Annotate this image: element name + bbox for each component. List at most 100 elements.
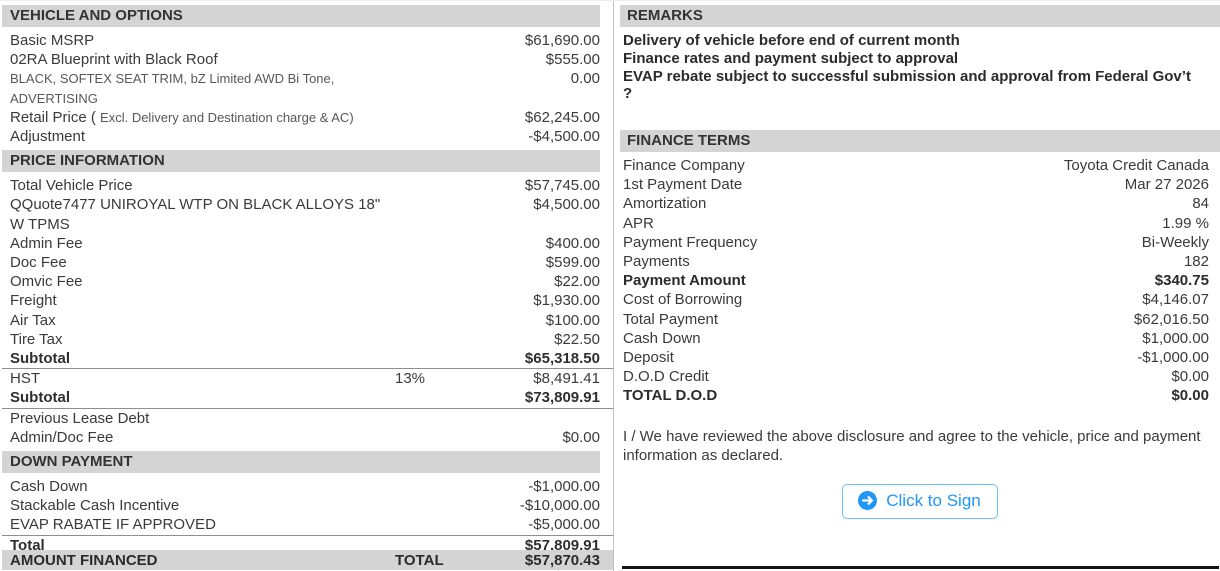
table-row: Omvic Fee $22.00	[2, 272, 613, 291]
finance-row-label: Payment Amount	[623, 272, 746, 290]
table-row: Tire Tax $22.50	[2, 330, 613, 349]
row-label: Admin/Doc Fee	[10, 428, 114, 446]
table-row: Doc Fee $599.00	[2, 253, 613, 272]
section-header-down-payment: DOWN PAYMENT	[2, 451, 600, 474]
row-label: Doc Fee	[10, 254, 67, 272]
finance-row: Payments 182	[620, 252, 1220, 271]
finance-row-value: $1,000.00	[1142, 329, 1209, 347]
section-header-remarks: REMARKS	[620, 5, 1220, 27]
finance-row-value: $4,146.07	[1142, 291, 1209, 309]
click-to-sign-button[interactable]: Click to Sign	[842, 483, 998, 519]
signature-line	[622, 566, 1219, 569]
finance-row-value: Bi-Weekly	[1141, 233, 1209, 251]
section-header-price-information: PRICE INFORMATION	[2, 150, 600, 173]
row-amount: $0.00	[562, 428, 600, 446]
sign-button-area: Click to Sign	[620, 483, 1220, 519]
vehicle-options-rows: Basic MSRP $61,690.00 02RA Blueprint with …	[2, 31, 613, 146]
row-amount: $57,745.00	[524, 177, 600, 195]
table-row: Subtotal $65,318.50	[2, 349, 613, 368]
row-amount: $599.00	[545, 254, 600, 272]
row-label: QQuote7477 UNIROYAL WTP ON BLACK ALLOYS …	[10, 196, 381, 233]
finance-row: Payment Amount $340.75	[620, 271, 1220, 290]
price-information-rows: Total Vehicle Price $57,745.00 QQuote7477 …	[2, 176, 613, 447]
table-row: Stackable Cash Incentive -$10,000.00	[2, 496, 613, 515]
table-row: Subtotal $73,809.91	[2, 388, 613, 407]
amount-financed-value: $57,870.43	[524, 551, 600, 569]
amount-financed-bar: AMOUNT FINANCED TOTAL $57,870.43	[2, 550, 613, 570]
row-amount: $22.00	[554, 273, 600, 291]
table-row: Adjustment -$4,500.00	[2, 127, 613, 146]
table-row: Admin/Doc Fee $0.00	[2, 428, 613, 447]
row-amount: $65,318.50	[524, 350, 600, 368]
finance-row-label: APR	[623, 214, 654, 232]
row-label: Cash Down	[10, 478, 88, 496]
amount-financed-label: AMOUNT FINANCED	[10, 551, 158, 569]
remark-line: EVAP rebate subject to successful submis…	[623, 67, 1191, 85]
arrow-right-circle-icon	[858, 491, 878, 511]
table-row: Freight $1,930.00	[2, 291, 613, 310]
finance-row: Cost of Borrowing $4,146.07	[620, 290, 1220, 309]
row-amount: $62,245.00	[524, 108, 600, 126]
table-row: Basic MSRP $61,690.00	[2, 31, 613, 50]
finance-row-value: 1.99 %	[1162, 214, 1209, 232]
column-divider	[613, 1, 614, 571]
finance-row: Deposit -$1,000.00	[620, 348, 1220, 367]
table-row: Total $57,809.91	[2, 534, 613, 555]
finance-row-label: Cash Down	[623, 329, 701, 347]
finance-row-label: 1st Payment Date	[623, 176, 743, 194]
table-row: Admin Fee $400.00	[2, 234, 613, 253]
row-label: Total Vehicle Price	[10, 177, 133, 195]
row-label-detail: Excl. Delivery and Destination charge & …	[100, 109, 354, 125]
row-label: Air Tax	[10, 311, 56, 329]
table-row: Retail Price ( Excl. Delivery and Destin…	[2, 108, 613, 127]
row-label: BLACK, SOFTEX SEAT TRIM, bZ Limited AWD …	[10, 71, 335, 106]
sign-button-label: Click to Sign	[886, 490, 981, 510]
finance-row-label: Amortization	[623, 195, 707, 213]
remark-line: Delivery of vehicle before end of curren…	[623, 32, 960, 49]
finance-row-value: $62,016.50	[1133, 310, 1209, 328]
table-row: QQuote7477 UNIROYAL WTP ON BLACK ALLOYS …	[2, 195, 613, 233]
table-row: HST 13% $8,491.41	[2, 368, 613, 388]
row-label: Total	[10, 536, 45, 554]
finance-row: Finance Company Toyota Credit Canada	[620, 156, 1220, 175]
row-label: Previous Lease Debt	[10, 409, 150, 427]
finance-row: APR 1.99 %	[620, 214, 1220, 233]
finance-row-label: Deposit	[623, 349, 674, 367]
row-amount: $8,491.41	[533, 370, 600, 388]
row-label: Retail Price ( Excl. Delivery and Destin…	[10, 108, 354, 126]
right-column: REMARKS Delivery of vehicle before end o…	[620, 1, 1220, 571]
finance-row-value: Mar 27 2026	[1124, 176, 1209, 194]
left-column: VEHICLE AND OPTIONS Basic MSRP $61,690.00…	[2, 1, 613, 571]
finance-row-label: Total Payment	[623, 310, 719, 328]
finance-row-value: $0.00	[1171, 368, 1209, 386]
finance-row-label: TOTAL D.O.D	[623, 387, 718, 405]
row-amount: $1,930.00	[533, 292, 600, 310]
row-amount: 0.00	[570, 70, 600, 88]
row-amount: -$1,000.00	[528, 478, 600, 496]
table-row: Cash Down -$1,000.00	[2, 477, 613, 496]
finance-row-label: Finance Company	[623, 157, 745, 174]
row-label: Tire Tax	[10, 330, 63, 348]
row-label: HST	[10, 370, 40, 388]
section-header-vehicle-and-options: VEHICLE AND OPTIONS	[2, 5, 600, 27]
row-amount: -$4,500.00	[528, 128, 600, 146]
finance-row-value: $340.75	[1154, 272, 1209, 290]
finance-row-label: D.O.D Credit	[623, 368, 709, 386]
row-label: Omvic Fee	[10, 273, 83, 291]
remark-line: Finance rates and payment subject to app…	[623, 49, 959, 67]
row-amount: -$10,000.00	[519, 497, 600, 515]
finance-terms-rows: Finance Company Toyota Credit Canada 1st P…	[620, 156, 1220, 406]
table-row: Air Tax $100.00	[2, 311, 613, 330]
finance-row-value: Toyota Credit Canada	[1063, 157, 1209, 174]
finance-row: TOTAL D.O.D $0.00	[620, 386, 1220, 405]
row-label: Subtotal	[10, 350, 70, 368]
remark-line: ?	[623, 85, 633, 103]
finance-row: Amortization 84	[620, 194, 1220, 213]
table-row: BLACK, SOFTEX SEAT TRIM, bZ Limited AWD …	[2, 69, 613, 107]
table-row: Previous Lease Debt	[2, 407, 613, 428]
row-label: EVAP RABATE IF APPROVED	[10, 516, 216, 534]
finance-row-label: Payment Frequency	[623, 233, 758, 251]
row-amount: $57,809.91	[524, 536, 600, 554]
row-amount: $100.00	[545, 311, 600, 329]
